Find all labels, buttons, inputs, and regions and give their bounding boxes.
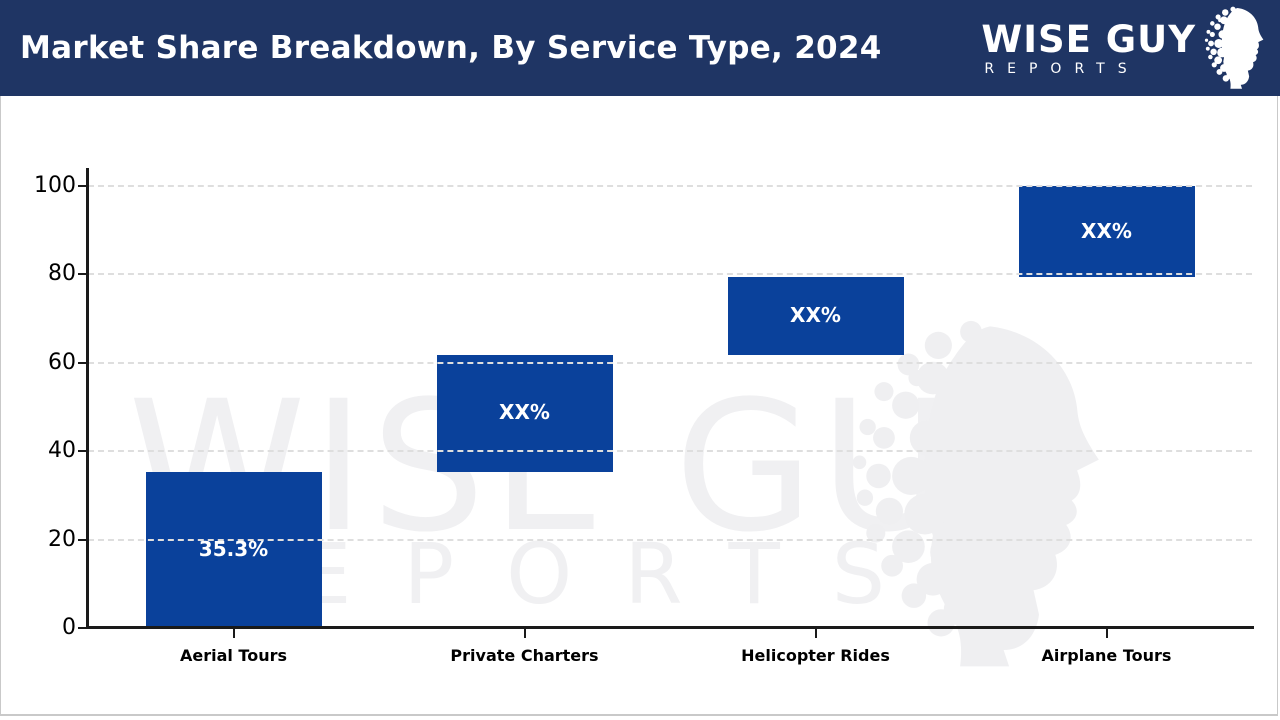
brand-reports-label: REPORTS (984, 60, 1140, 77)
dotted-face-icon (1204, 6, 1264, 89)
brand-logo-text: WISE GUY REPORTS (981, 21, 1196, 76)
bar-value-label: XX% (790, 303, 841, 328)
gridline (88, 273, 1252, 276)
y-axis-tick (78, 273, 87, 276)
brand-name-label: WISE GUY (981, 17, 1196, 61)
gridline (88, 361, 1252, 364)
bar-value-label: XX% (1081, 218, 1132, 243)
gridline (88, 185, 1252, 187)
x-axis-tick (814, 629, 817, 638)
header-bar: Market Share Breakdown, By Service Type,… (0, 0, 1280, 96)
x-axis-spine (86, 626, 1254, 629)
y-axis-tick-label: 60 (48, 349, 76, 375)
y-axis-tick (78, 627, 87, 629)
y-axis-tick-label: 40 (48, 438, 76, 464)
bar-helicopter-rides (727, 277, 904, 355)
y-axis-tick (78, 185, 87, 187)
chart-panel: WISE GUY REPORTS 02040608010035.3%Aerial… (0, 96, 1278, 716)
y-axis-tick-label: 100 (34, 173, 76, 198)
bar-airplane-tours (1018, 186, 1195, 278)
brand-logo: WISE GUY REPORTS (981, 6, 1280, 90)
gridline (88, 450, 1252, 453)
watermark-face-icon (852, 320, 1099, 667)
x-axis-category-label: Airplane Tours (1041, 646, 1172, 665)
y-axis-spine (86, 168, 89, 629)
bar-value-label: 35.3% (198, 536, 269, 561)
y-axis-tick (78, 361, 87, 364)
bar-aerial-tours (145, 471, 322, 628)
chart-area: WISE GUY REPORTS 02040608010035.3%Aerial… (0, 96, 1280, 718)
y-axis-tick (78, 538, 87, 541)
page-title: Market Share Breakdown, By Service Type,… (20, 30, 882, 66)
x-axis-category-label: Private Charters (450, 646, 599, 665)
x-axis-category-label: Helicopter Rides (741, 646, 890, 665)
gridline (88, 538, 1252, 541)
y-axis-tick (78, 450, 87, 453)
y-axis-tick-label: 0 (62, 615, 76, 640)
y-axis-tick-label: 80 (48, 261, 76, 287)
x-axis-tick (1105, 629, 1108, 638)
x-axis-tick (523, 629, 526, 638)
x-axis-category-label: Aerial Tours (179, 646, 288, 665)
x-axis-tick (232, 629, 235, 638)
bar-private-charters (436, 354, 613, 472)
bar-value-label: XX% (499, 400, 550, 425)
y-axis-tick-label: 20 (48, 526, 76, 552)
